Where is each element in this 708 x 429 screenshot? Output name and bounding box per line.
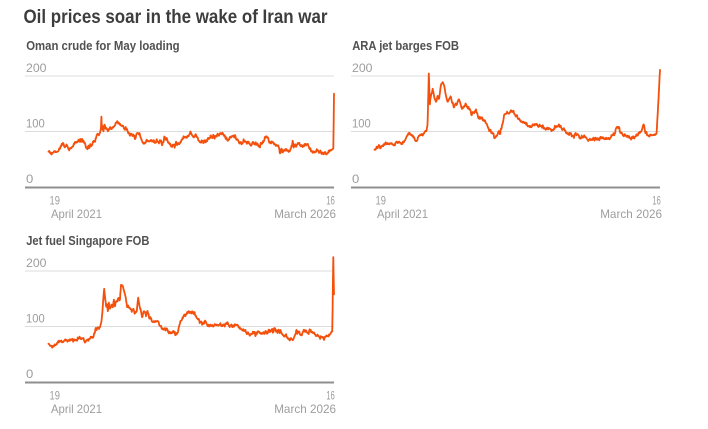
svg-text:16: 16: [326, 194, 335, 208]
svg-text:200: 200: [26, 256, 47, 270]
svg-text:100: 100: [26, 311, 45, 325]
svg-text:100: 100: [352, 116, 371, 130]
svg-text:16: 16: [326, 389, 335, 403]
svg-text:16: 16: [652, 194, 661, 208]
svg-text:0: 0: [26, 367, 34, 381]
svg-text:200: 200: [26, 61, 47, 75]
svg-text:0: 0: [26, 172, 34, 186]
svg-text:Oman crude for May loading: Oman crude for May loading: [26, 39, 179, 53]
svg-text:April 2021: April 2021: [51, 207, 102, 221]
svg-text:19: 19: [376, 194, 387, 208]
svg-text:April 2021: April 2021: [377, 207, 428, 221]
svg-text:March 2026: March 2026: [600, 207, 662, 221]
svg-text:ARA jet barges FOB: ARA jet barges FOB: [352, 39, 459, 53]
svg-text:Oil prices soar in the wake of: Oil prices soar in the wake of Iran war: [24, 6, 328, 28]
svg-text:April 2021: April 2021: [51, 402, 102, 416]
svg-text:19: 19: [50, 194, 61, 208]
svg-text:Jet fuel Singapore FOB: Jet fuel Singapore FOB: [26, 234, 149, 248]
svg-text:200: 200: [352, 61, 373, 75]
svg-text:100: 100: [26, 116, 45, 130]
svg-text:March 2026: March 2026: [274, 207, 336, 221]
svg-text:March 2026: March 2026: [274, 402, 336, 416]
svg-text:0: 0: [352, 172, 360, 186]
svg-text:19: 19: [50, 389, 61, 403]
